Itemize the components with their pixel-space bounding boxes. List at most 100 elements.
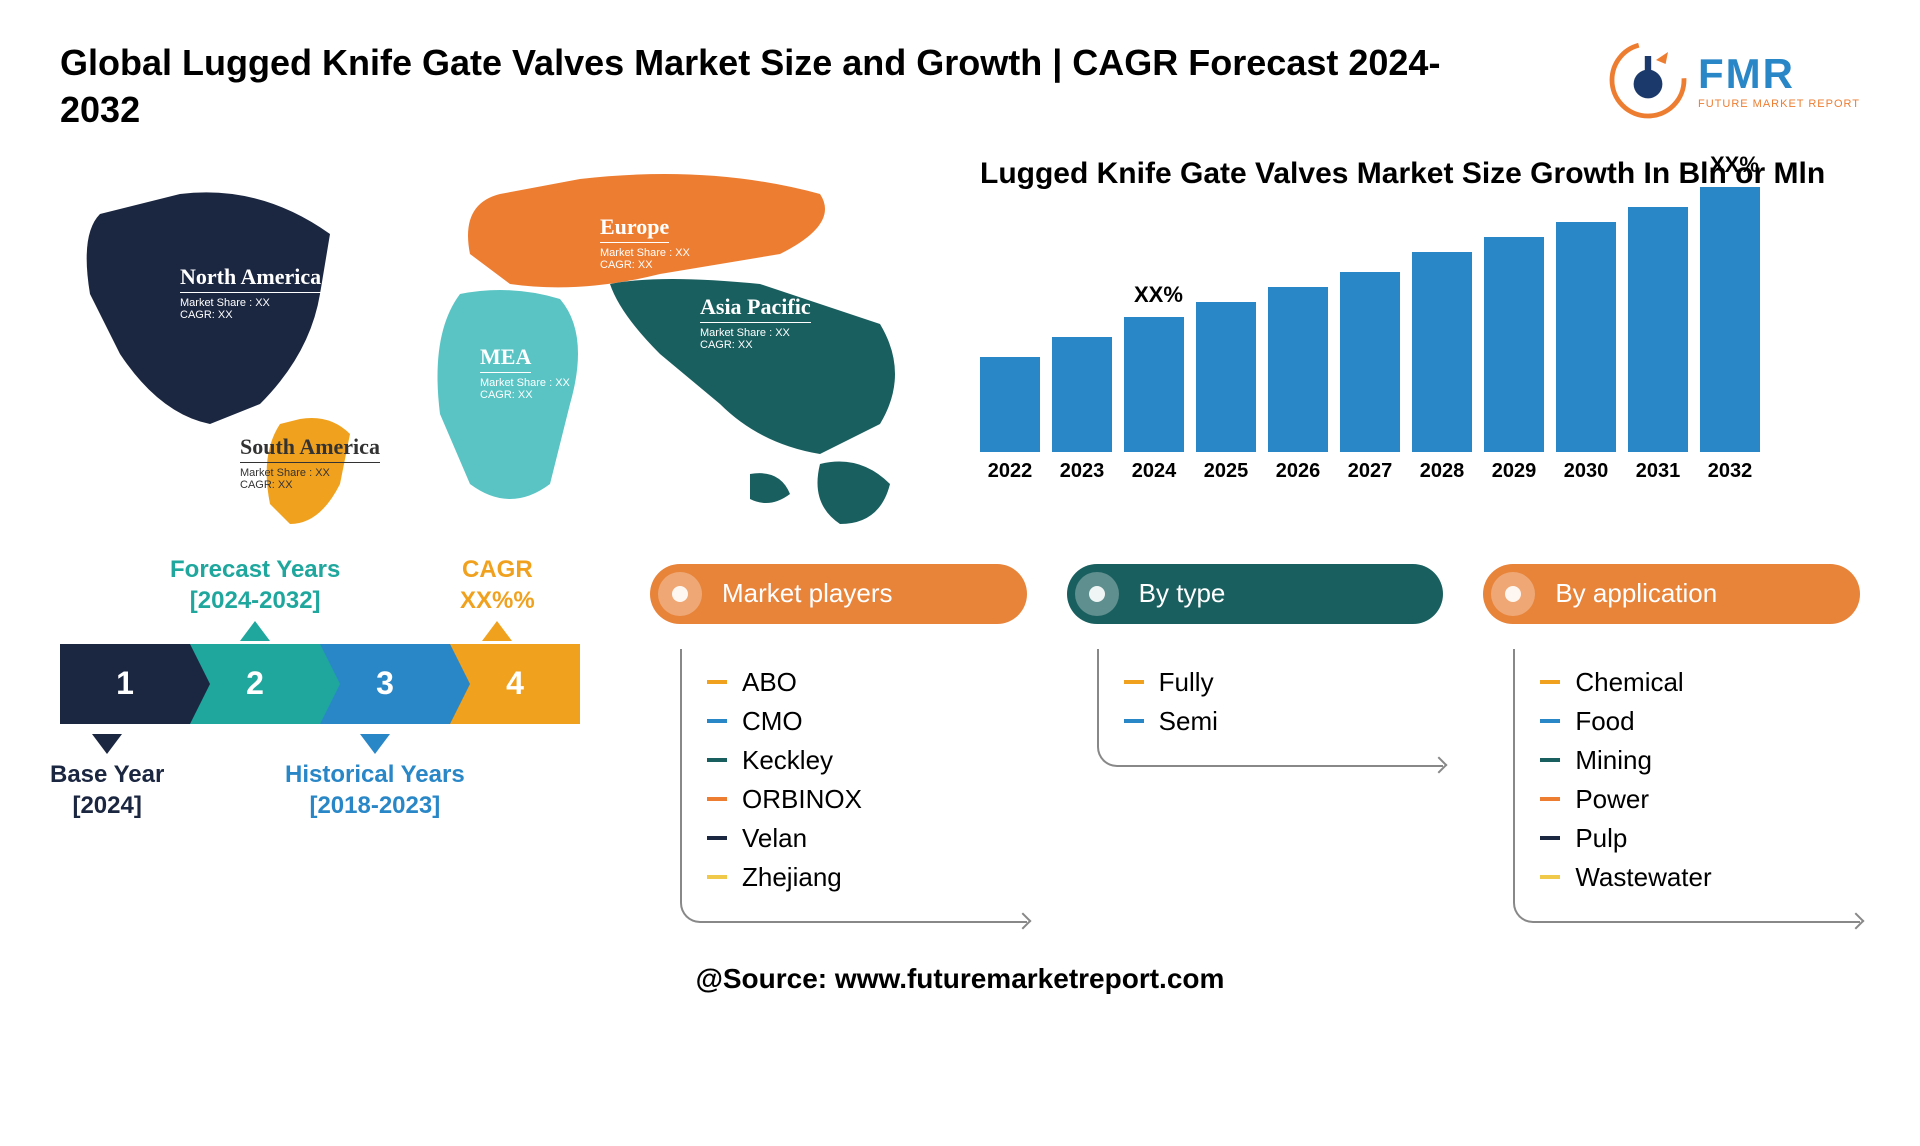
category-pill: Market players (650, 564, 1027, 624)
category-market-players: Market players ABO CMO Keckley ORBINOX Velan Z… (650, 564, 1027, 923)
list-item-label: ORBINOX (742, 784, 862, 815)
timeline-seg-1: 1 (60, 644, 190, 724)
list-item-label: Keckley (742, 745, 833, 776)
logo: FMR FUTURE MARKET REPORT (1608, 40, 1860, 120)
list-item: Chemical (1540, 667, 1860, 698)
tick-icon (1540, 875, 1560, 879)
main-row: North AmericaMarket Share : XXCAGR: XXSo… (60, 154, 1860, 534)
list-item: Fully (1124, 667, 1444, 698)
tick-icon (707, 875, 727, 879)
list-item: ORBINOX (707, 784, 1027, 815)
list-item-label: Wastewater (1575, 862, 1711, 893)
bar-rect (1268, 287, 1328, 452)
annot-historical: Historical Years [2018-2023] (285, 729, 465, 821)
bar-year-label: 2032 (1708, 460, 1753, 483)
pill-dot-icon (1491, 572, 1535, 616)
annot-cagr: CAGR XX%% (460, 554, 535, 646)
list-item: Power (1540, 784, 1860, 815)
logo-brand: FMR (1698, 50, 1860, 98)
timeline-bar: 1 2 3 4 (60, 644, 620, 724)
logo-icon (1608, 40, 1688, 120)
category-section: Market players ABO CMO Keckley ORBINOX Velan Z… (650, 564, 1860, 923)
world-map: North AmericaMarket Share : XXCAGR: XXSo… (60, 154, 940, 534)
bar-2032: 2032 (1700, 187, 1760, 483)
list-item-label: Semi (1159, 706, 1218, 737)
tick-icon (707, 758, 727, 762)
category-title: By application (1555, 578, 1717, 609)
list-item-label: Food (1575, 706, 1634, 737)
bar-rect (1412, 252, 1472, 452)
bar-rect (1196, 302, 1256, 452)
bar-year-label: 2022 (988, 460, 1033, 483)
bar-year-label: 2023 (1060, 460, 1105, 483)
tick-icon (1540, 836, 1560, 840)
bar-year-label: 2028 (1420, 460, 1465, 483)
tick-icon (1124, 719, 1144, 723)
bar-2028: 2028 (1412, 252, 1472, 483)
bar-2026: 2026 (1268, 287, 1328, 483)
bar-rect (980, 357, 1040, 452)
category-title: Market players (722, 578, 893, 609)
triangle-down-icon (92, 734, 122, 754)
bar-annotation: XX% (1710, 152, 1759, 178)
tick-icon (707, 719, 727, 723)
bar-rect (1124, 317, 1184, 452)
triangle-up-icon (240, 621, 270, 641)
header: Global Lugged Knife Gate Valves Market S… (60, 40, 1860, 134)
list-item: Food (1540, 706, 1860, 737)
bar-rect (1556, 222, 1616, 452)
bar-year-label: 2031 (1636, 460, 1681, 483)
triangle-up-icon (482, 621, 512, 641)
list-item: CMO (707, 706, 1027, 737)
region-label-europe: EuropeMarket Share : XXCAGR: XX (600, 214, 690, 271)
annot-base-year: Base Year [2024] (50, 729, 164, 821)
bar-year-label: 2025 (1204, 460, 1249, 483)
tick-icon (707, 836, 727, 840)
tick-icon (1540, 719, 1560, 723)
bar-2024: 2024 (1124, 317, 1184, 483)
list-item-label: Power (1575, 784, 1649, 815)
logo-tagline: FUTURE MARKET REPORT (1698, 98, 1860, 110)
list-item: Wastewater (1540, 862, 1860, 893)
category-by-application: By application Chemical Food Mining Power Pul… (1483, 564, 1860, 923)
bar-year-label: 2026 (1276, 460, 1321, 483)
list-item: ABO (707, 667, 1027, 698)
bar-rect (1628, 207, 1688, 452)
bar-2029: 2029 (1484, 237, 1544, 483)
list-item-label: Zhejiang (742, 862, 842, 893)
tick-icon (1124, 680, 1144, 684)
bar-2030: 2030 (1556, 222, 1616, 483)
tick-icon (707, 680, 727, 684)
bar-2031: 2031 (1628, 207, 1688, 483)
bar-2022: 2022 (980, 357, 1040, 483)
list-item-label: Chemical (1575, 667, 1683, 698)
list-item: Semi (1124, 706, 1444, 737)
category-pill: By type (1067, 564, 1444, 624)
triangle-down-icon (360, 734, 390, 754)
bar-2025: 2025 (1196, 302, 1256, 483)
bar-chart: 2022 2023 2024 2025 2026 2027 2028 2029 2030 2031… (980, 203, 1860, 483)
bar-year-label: 2029 (1492, 460, 1537, 483)
timeline-section: Forecast Years [2024-2032] CAGR XX%% 1 2… (60, 564, 620, 724)
tick-icon (1540, 680, 1560, 684)
list-item-label: CMO (742, 706, 803, 737)
list-item: Velan (707, 823, 1027, 854)
list-item-label: Mining (1575, 745, 1652, 776)
category-list: ABO CMO Keckley ORBINOX Velan Zhejiang (680, 649, 1027, 923)
region-label-asia-pacific: Asia PacificMarket Share : XXCAGR: XX (700, 294, 811, 351)
page-title: Global Lugged Knife Gate Valves Market S… (60, 40, 1460, 134)
category-pill: By application (1483, 564, 1860, 624)
list-item-label: Pulp (1575, 823, 1627, 854)
source-line: @Source: www.futuremarketreport.com (60, 963, 1860, 995)
pill-dot-icon (1075, 572, 1119, 616)
list-item-label: ABO (742, 667, 797, 698)
category-by-type: By type Fully Semi (1067, 564, 1444, 923)
category-list: Chemical Food Mining Power Pulp Wastewater (1513, 649, 1860, 923)
list-item-label: Fully (1159, 667, 1214, 698)
bar-2027: 2027 (1340, 272, 1400, 483)
bar-rect (1052, 337, 1112, 452)
tick-icon (1540, 797, 1560, 801)
bar-rect (1484, 237, 1544, 452)
category-title: By type (1139, 578, 1226, 609)
tick-icon (707, 797, 727, 801)
